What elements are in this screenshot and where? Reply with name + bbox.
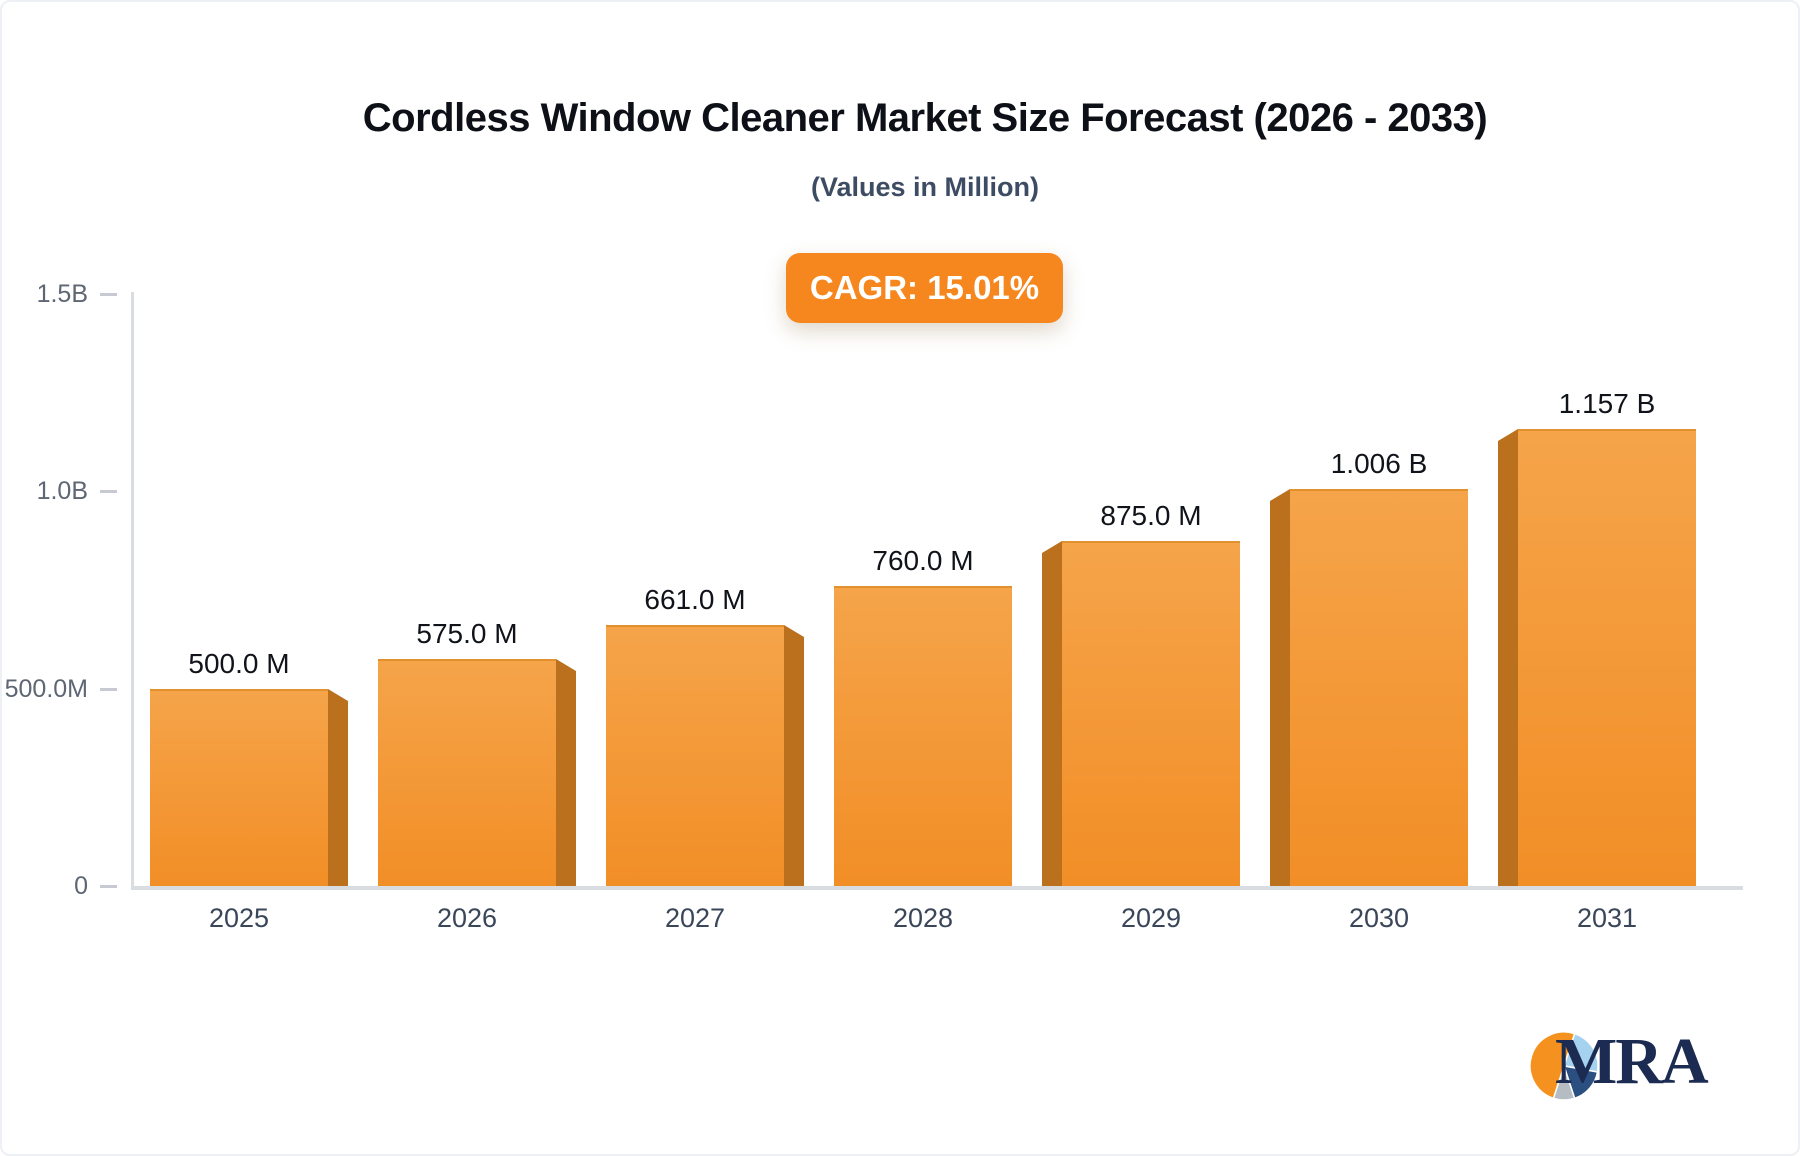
- bar-value-label: 500.0 M: [188, 648, 290, 679]
- bar-side-face: [328, 689, 348, 886]
- cagr-badge: CAGR: 15.01%: [786, 253, 1063, 323]
- y-axis-label: 0: [74, 872, 88, 900]
- bar-value-label: 1.006 B: [1330, 448, 1428, 479]
- bar: [1290, 489, 1468, 886]
- bar-side-face: [1498, 429, 1518, 886]
- bar-value-label: 875.0 M: [1100, 500, 1202, 531]
- bar: [150, 689, 328, 886]
- y-axis-tick: [100, 885, 117, 888]
- bar-value-label: 661.0 M: [644, 584, 746, 615]
- x-axis-line: [131, 886, 1743, 890]
- bar-value-label: 575.0 M: [416, 618, 518, 649]
- x-axis-label: 2027: [664, 903, 726, 933]
- bar: [606, 625, 784, 886]
- bar-value-label: 1.157 B: [1558, 388, 1656, 419]
- logo-text: MRA: [1555, 1025, 1709, 1098]
- x-axis-label: 2025: [208, 903, 270, 933]
- bar-side-face: [556, 659, 576, 886]
- y-axis-label: 500.0M: [4, 675, 88, 703]
- bar: [378, 659, 556, 886]
- pie-slice-orange: [1529, 1031, 1576, 1100]
- bar: [834, 586, 1012, 886]
- x-axis-label: 2026: [436, 903, 498, 933]
- bar-value-label: 760.0 M: [872, 545, 974, 576]
- x-axis-label: 2030: [1348, 903, 1410, 933]
- y-axis-tick: [100, 490, 117, 493]
- bar-side-face: [1042, 541, 1062, 886]
- y-axis-line: [131, 292, 134, 888]
- bar: [1062, 541, 1240, 886]
- x-axis-label: 2031: [1576, 903, 1638, 933]
- y-axis-tick: [100, 688, 117, 691]
- pie-slice-lightblue: [1563, 1032, 1599, 1073]
- brand-logo: MRA: [1528, 1025, 1758, 1110]
- page-subtitle: (Values in Million): [810, 172, 1040, 202]
- y-axis-tick: [100, 293, 117, 296]
- bar-side-face: [784, 625, 804, 886]
- y-axis-label: 1.5B: [36, 280, 88, 308]
- x-axis-label: 2028: [892, 903, 954, 933]
- bar: [1518, 429, 1696, 886]
- page-title: Cordless Window Cleaner Market Size Fore…: [362, 96, 1488, 140]
- y-axis-label: 1.0B: [36, 477, 88, 505]
- bar-side-face: [1270, 489, 1290, 886]
- x-axis-label: 2029: [1120, 903, 1182, 933]
- pie-chart-icon: [1529, 1031, 1599, 1101]
